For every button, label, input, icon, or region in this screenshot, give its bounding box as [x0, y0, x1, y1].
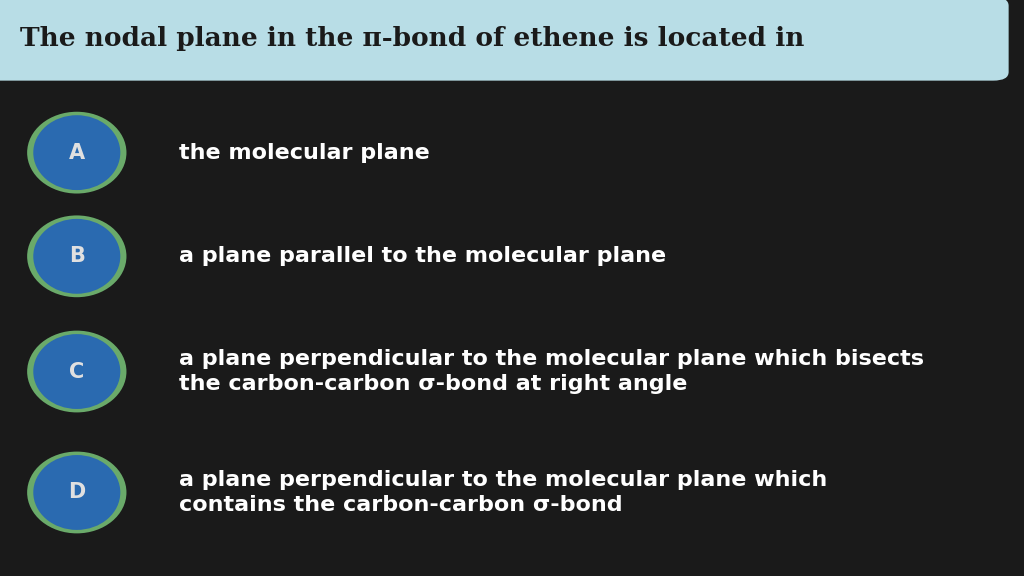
Text: a plane perpendicular to the molecular plane which
contains the carbon-carbon σ-: a plane perpendicular to the molecular p… — [179, 469, 827, 516]
Text: The nodal plane in the π-bond of ethene is located in: The nodal plane in the π-bond of ethene … — [20, 26, 805, 51]
Text: C: C — [70, 362, 84, 381]
Ellipse shape — [33, 455, 121, 530]
Text: a plane parallel to the molecular plane: a plane parallel to the molecular plane — [179, 247, 667, 266]
Ellipse shape — [27, 452, 127, 533]
Ellipse shape — [33, 334, 121, 409]
Text: B: B — [69, 247, 85, 266]
FancyBboxPatch shape — [0, 0, 1009, 81]
Ellipse shape — [27, 331, 127, 412]
Text: A: A — [69, 143, 85, 162]
Text: D: D — [69, 483, 85, 502]
Text: the molecular plane: the molecular plane — [179, 143, 430, 162]
Ellipse shape — [33, 219, 121, 294]
Ellipse shape — [27, 112, 127, 194]
Ellipse shape — [27, 215, 127, 297]
Text: a plane perpendicular to the molecular plane which bisects
the carbon-carbon σ-b: a plane perpendicular to the molecular p… — [179, 348, 925, 395]
Ellipse shape — [33, 115, 121, 190]
